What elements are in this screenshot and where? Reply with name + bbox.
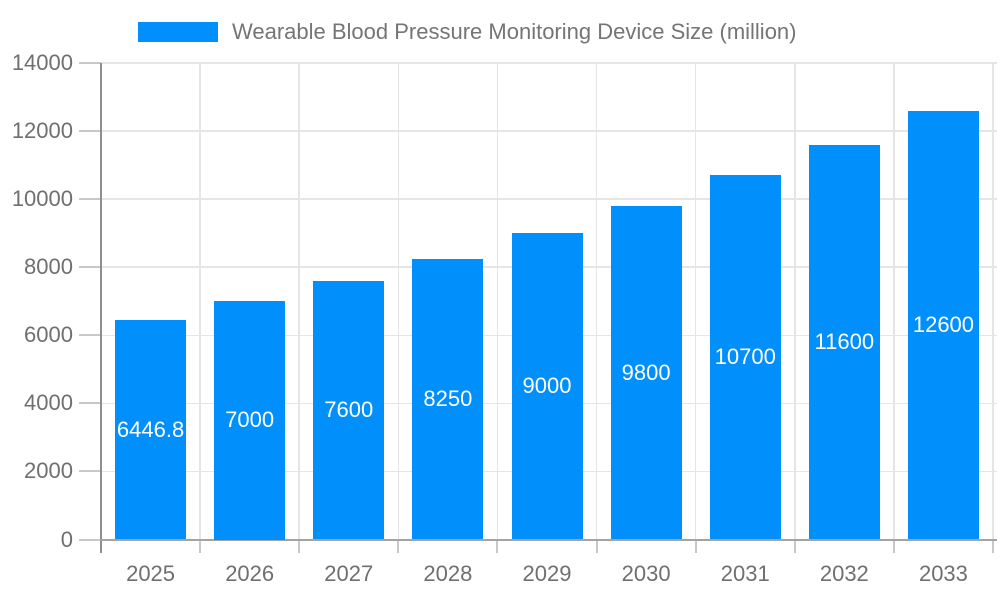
x-tick: [992, 539, 994, 553]
y-tick: [79, 538, 101, 541]
x-axis-tick-label: 2026: [225, 561, 275, 586]
bar-value-label: 11600: [814, 329, 875, 355]
bar[interactable]: [313, 280, 385, 540]
y-axis-tick-label: 4000: [24, 390, 73, 416]
bar-value-label: 9800: [621, 359, 671, 385]
x-gridline: [694, 63, 697, 540]
x-tick: [397, 539, 400, 553]
x-axis-tick-label: 2025: [126, 561, 176, 586]
y-axis-tick-label: 12000: [11, 118, 73, 144]
bar[interactable]: [907, 110, 979, 540]
bar[interactable]: [214, 301, 286, 540]
y-axis-tick-label: 8000: [24, 254, 73, 280]
x-tick: [595, 539, 598, 553]
y-gridline: [101, 62, 997, 64]
x-gridline: [794, 63, 796, 540]
x-axis-tick-label: 2033: [918, 561, 968, 586]
bar-value-label: 12600: [912, 312, 975, 338]
x-tick: [793, 539, 796, 553]
legend-swatch-icon: [138, 22, 218, 42]
bar-value-label: 6446.8: [116, 416, 185, 442]
bar-value-label: 9000: [522, 373, 572, 399]
y-axis-tick-label: 14000: [11, 50, 73, 75]
bar[interactable]: [412, 258, 484, 540]
bar[interactable]: [511, 233, 583, 540]
bar[interactable]: [709, 175, 781, 540]
x-axis-tick-label: 2031: [720, 561, 770, 586]
x-axis-tick-label: 2032: [819, 561, 869, 586]
y-axis-tick-label: 0: [60, 526, 73, 552]
bar[interactable]: [808, 144, 880, 540]
bar-value-label: 8250: [423, 386, 473, 412]
y-axis-line: [100, 63, 102, 553]
bar-value-label: 7600: [324, 397, 374, 423]
y-tick: [79, 334, 101, 337]
x-tick: [892, 539, 895, 553]
x-gridline: [298, 63, 300, 540]
x-tick: [496, 539, 499, 553]
x-tick: [199, 539, 202, 553]
x-tick: [298, 539, 301, 553]
legend-label: Wearable Blood Pressure Monitoring Devic…: [232, 19, 797, 44]
y-gridline: [101, 130, 997, 132]
y-axis-tick-label: 2000: [24, 458, 73, 484]
x-axis-tick-label: 2027: [324, 561, 374, 586]
y-tick: [79, 62, 101, 64]
y-tick: [79, 130, 101, 133]
bar[interactable]: [115, 320, 187, 540]
x-axis-line: [100, 538, 997, 541]
y-axis-tick-label: 6000: [24, 322, 73, 348]
bar[interactable]: [610, 205, 682, 540]
y-tick: [79, 198, 101, 201]
x-gridline: [199, 63, 201, 540]
y-gridline: [101, 198, 997, 200]
x-gridline: [893, 63, 895, 540]
x-gridline: [595, 63, 598, 540]
x-axis-tick-label: 2030: [621, 561, 671, 586]
y-tick: [79, 470, 101, 473]
x-axis-tick-label: 2028: [423, 561, 473, 586]
y-axis-tick-label: 10000: [11, 186, 73, 212]
x-gridline: [397, 63, 400, 540]
x-tick: [694, 539, 697, 553]
y-tick: [79, 402, 101, 405]
bar-value-label: 10700: [714, 344, 776, 370]
x-gridline: [496, 63, 499, 540]
x-axis-tick-label: 2029: [522, 561, 572, 586]
bar-value-label: 7000: [225, 407, 275, 433]
y-tick: [79, 266, 101, 269]
x-gridline: [992, 63, 994, 540]
